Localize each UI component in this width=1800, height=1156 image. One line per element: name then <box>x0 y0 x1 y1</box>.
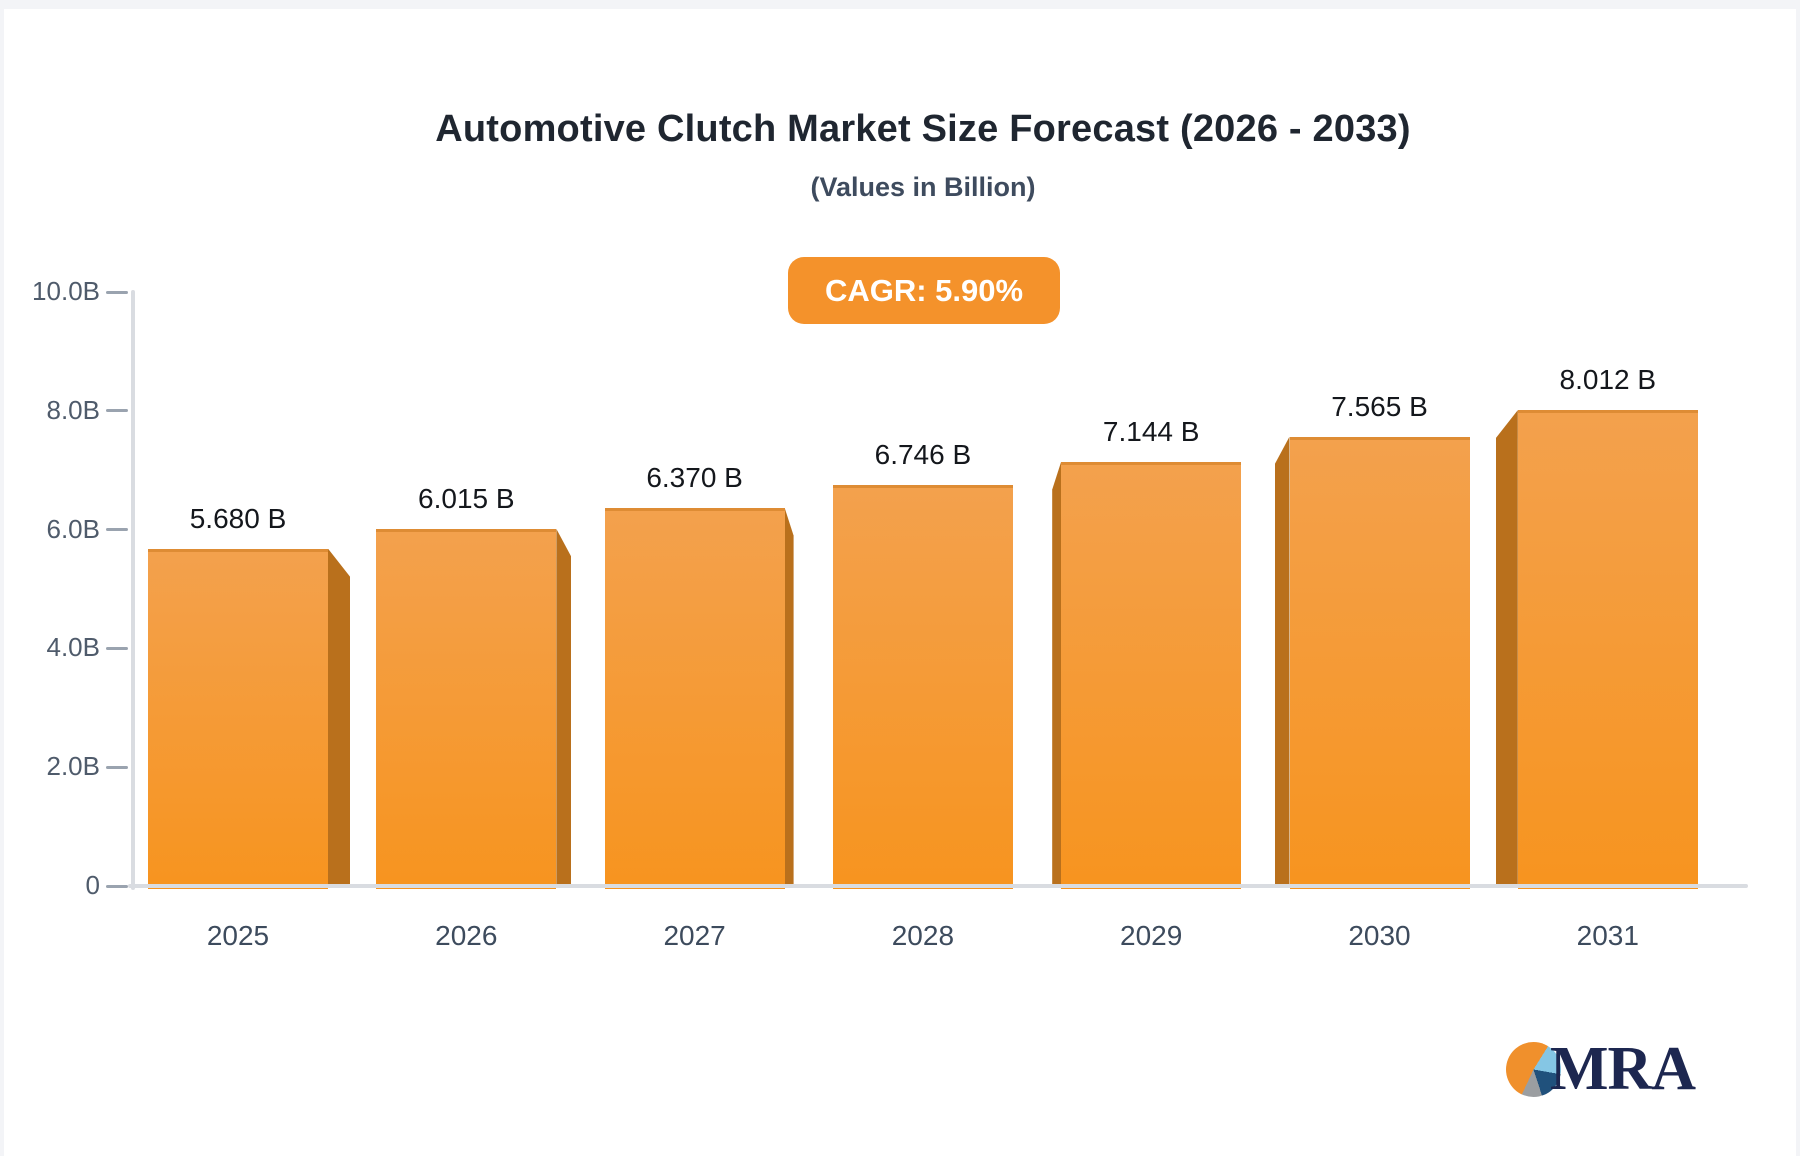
x-tick-label: 2029 <box>1120 920 1183 951</box>
bar-side-face <box>1052 461 1062 886</box>
logo-text: MRA <box>1550 1035 1696 1103</box>
y-axis-line <box>131 290 135 890</box>
y-tick-label: 4.0B <box>46 632 101 663</box>
bar <box>832 485 1013 889</box>
y-tick-label: 0 <box>85 870 100 900</box>
bar-side-face <box>328 548 350 886</box>
cagr-badge: CAGR: 5.90% <box>788 257 1060 324</box>
y-tick <box>106 409 128 413</box>
bar-value-label: 6.015 B <box>418 482 515 514</box>
x-tick-label: 2030 <box>1348 920 1411 951</box>
bar <box>148 548 328 889</box>
bar-side-face <box>556 528 572 886</box>
bar <box>1517 410 1698 889</box>
bar-value-label: 7.565 B <box>1331 390 1428 422</box>
y-tick <box>106 646 128 650</box>
y-tick-label: 8.0B <box>46 394 101 425</box>
y-tick <box>106 290 128 294</box>
bar-value-label: 5.680 B <box>189 502 287 534</box>
y-tick-label: 10.0B <box>32 276 100 306</box>
bar <box>604 507 785 889</box>
y-tick <box>106 765 128 769</box>
x-tick-label: 2028 <box>891 920 955 951</box>
y-tick <box>106 884 128 888</box>
bar <box>376 528 557 889</box>
y-tick-label: 6.0B <box>46 513 101 544</box>
pie-chart-logo-icon <box>1506 1042 1561 1097</box>
x-tick-label: 2027 <box>663 920 726 951</box>
mra-logo: MRA <box>1500 1030 1760 1110</box>
bar <box>1061 461 1242 889</box>
bar-value-label: 8.012 B <box>1559 364 1657 396</box>
chart-title: Automotive Clutch Market Size Forecast (… <box>435 108 1411 150</box>
bar-value-label: 6.370 B <box>646 461 743 493</box>
x-tick-label: 2026 <box>435 920 498 951</box>
x-tick-label: 2031 <box>1576 920 1639 951</box>
bar-side-face <box>1274 436 1290 886</box>
bar-side-face <box>1495 410 1518 886</box>
x-axis-line <box>128 884 1748 888</box>
chart-subtitle: (Values in Billion) <box>810 172 1036 202</box>
y-tick <box>106 528 128 532</box>
bar-value-label: 7.144 B <box>1102 415 1200 447</box>
bar-side-face <box>784 507 794 886</box>
y-tick-label: 2.0B <box>46 751 101 782</box>
bar <box>1289 436 1470 889</box>
bar-value-label: 6.746 B <box>874 439 972 471</box>
x-tick-label: 2025 <box>206 920 270 951</box>
